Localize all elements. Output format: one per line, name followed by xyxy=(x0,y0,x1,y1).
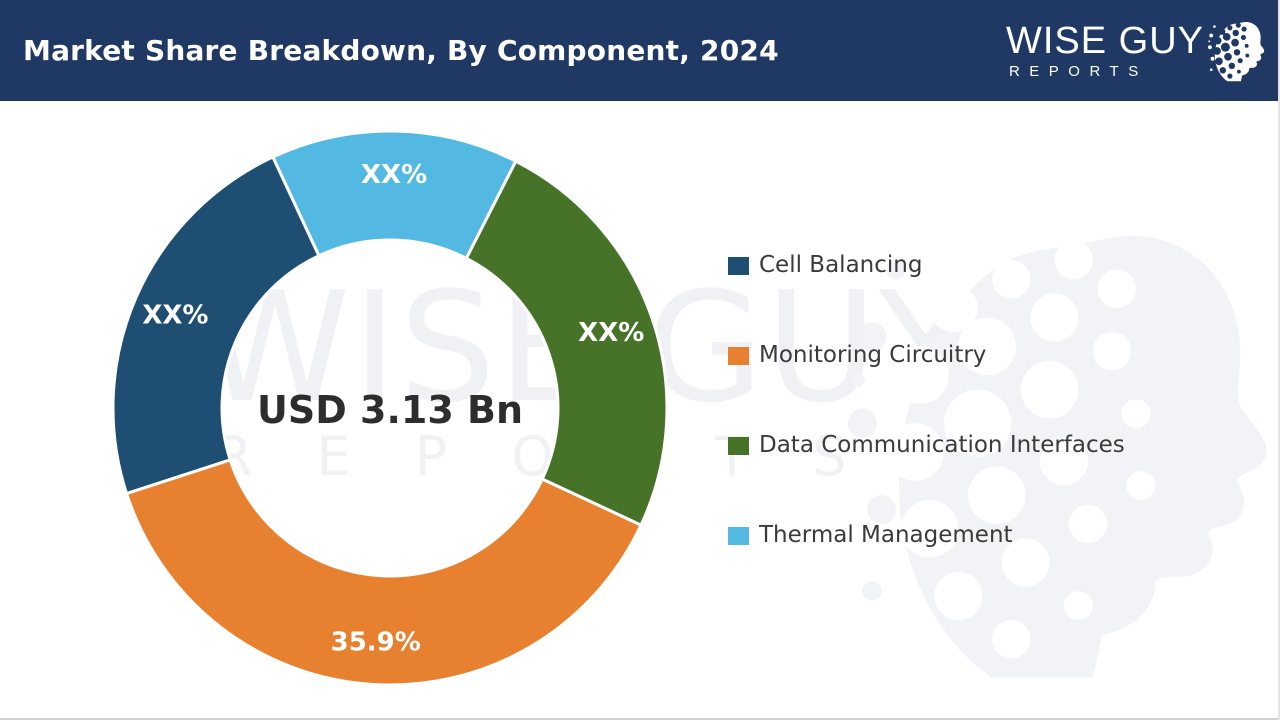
watermark-head-icon xyxy=(848,212,1280,692)
legend-item: Thermal Management xyxy=(728,522,1125,549)
legend-item-label: Thermal Management xyxy=(759,522,1013,548)
brand-head-icon xyxy=(1208,8,1266,94)
legend-item-label: Monitoring Circuitry xyxy=(759,342,987,368)
legend-swatch xyxy=(728,436,749,455)
page-title: Market Share Breakdown, By Component, 20… xyxy=(23,34,779,67)
donut-segment-cell-balancing xyxy=(111,154,321,496)
donut-chart: XX% 35.9% XX% XX% xyxy=(111,129,669,687)
center-value-label: USD 3.13 Bn xyxy=(257,388,523,432)
legend: Cell Balancing Monitoring Circuitry Data C… xyxy=(728,252,1125,612)
brand-logo: WISE GUY REPORTS xyxy=(1006,8,1280,94)
donut-segment-label: 35.9% xyxy=(331,628,421,658)
legend-item-label: Data Communication Interfaces xyxy=(759,432,1125,458)
brand-tagline: REPORTS xyxy=(1008,63,1148,80)
legend-item-label: Cell Balancing xyxy=(759,252,923,278)
donut-segment-data-communication-interfaces xyxy=(464,159,669,528)
donut-segment-monitoring-circuitry xyxy=(124,458,644,687)
donut-segment-label: XX% xyxy=(142,301,208,331)
legend-swatch xyxy=(728,346,749,365)
donut-segment-label: XX% xyxy=(361,160,427,190)
legend-swatch xyxy=(728,526,749,545)
legend-swatch xyxy=(728,256,749,275)
donut-segment-label: XX% xyxy=(578,318,644,348)
brand-text: WISE GUY REPORTS xyxy=(1006,22,1204,79)
legend-item: Data Communication Interfaces xyxy=(728,432,1125,459)
legend-item: Monitoring Circuitry xyxy=(728,342,1125,369)
header-bar: Market Share Breakdown, By Component, 20… xyxy=(0,0,1280,101)
brand-name: WISE GUY xyxy=(1005,20,1204,62)
bottom-border-line xyxy=(0,718,1280,720)
donut-segment-thermal-management xyxy=(270,129,518,261)
legend-item: Cell Balancing xyxy=(728,252,1125,279)
right-border-line xyxy=(1278,0,1280,720)
